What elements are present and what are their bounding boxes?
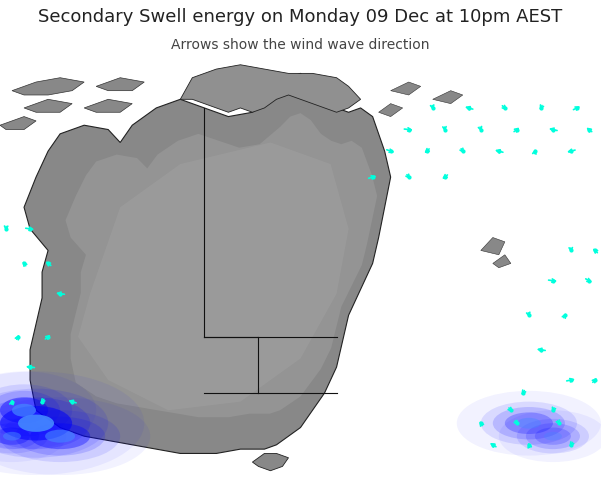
Ellipse shape [481, 402, 577, 445]
Ellipse shape [0, 388, 108, 458]
Ellipse shape [544, 432, 562, 441]
Polygon shape [493, 255, 511, 268]
Polygon shape [481, 238, 505, 255]
Ellipse shape [0, 397, 48, 423]
Ellipse shape [3, 432, 21, 441]
Ellipse shape [30, 423, 90, 449]
Polygon shape [0, 117, 36, 129]
Ellipse shape [499, 410, 601, 462]
Ellipse shape [0, 385, 72, 436]
Ellipse shape [0, 371, 144, 475]
Ellipse shape [0, 419, 48, 453]
Ellipse shape [45, 430, 75, 443]
Ellipse shape [0, 391, 60, 430]
Ellipse shape [0, 427, 30, 445]
Ellipse shape [535, 427, 571, 445]
Ellipse shape [15, 417, 105, 456]
Text: Arrows show the wind wave direction: Arrows show the wind wave direction [171, 38, 430, 52]
Polygon shape [391, 82, 421, 95]
Polygon shape [180, 65, 361, 112]
Ellipse shape [18, 415, 54, 432]
Polygon shape [433, 91, 463, 103]
Ellipse shape [517, 418, 541, 428]
Ellipse shape [0, 410, 120, 462]
Polygon shape [12, 78, 84, 95]
Ellipse shape [505, 412, 553, 434]
Ellipse shape [517, 419, 589, 453]
Ellipse shape [493, 407, 565, 439]
Polygon shape [96, 78, 144, 91]
Ellipse shape [0, 397, 90, 449]
Polygon shape [24, 73, 391, 453]
Ellipse shape [0, 410, 66, 462]
Polygon shape [84, 99, 132, 112]
Text: Secondary Swell energy on Monday 09 Dec at 10pm AEST: Secondary Swell energy on Monday 09 Dec … [38, 8, 563, 26]
Ellipse shape [526, 423, 580, 449]
Ellipse shape [0, 371, 96, 449]
Ellipse shape [0, 397, 150, 475]
Polygon shape [24, 99, 72, 112]
Polygon shape [252, 453, 288, 471]
Ellipse shape [0, 423, 39, 449]
Ellipse shape [457, 391, 601, 456]
Ellipse shape [12, 404, 36, 417]
Polygon shape [66, 113, 377, 417]
Polygon shape [78, 142, 349, 410]
Ellipse shape [0, 406, 72, 441]
Polygon shape [379, 103, 403, 117]
